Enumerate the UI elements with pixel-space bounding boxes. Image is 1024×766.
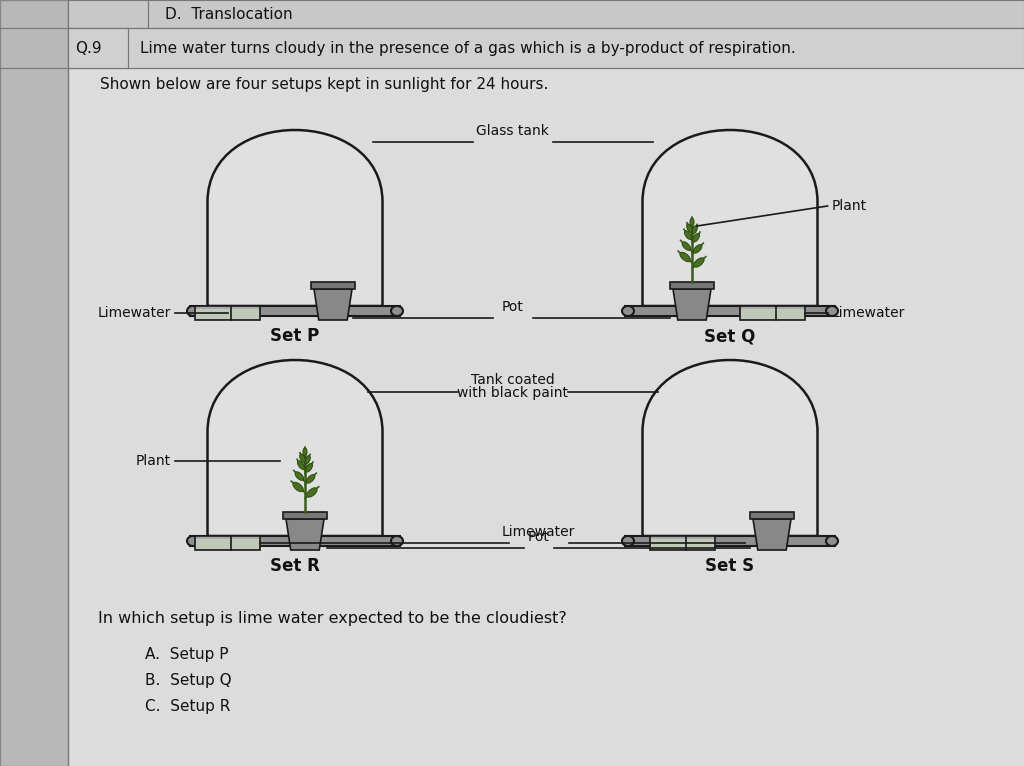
Text: Set S: Set S <box>706 557 755 575</box>
Ellipse shape <box>187 536 199 546</box>
Bar <box>0 0 68 766</box>
PathPatch shape <box>208 360 383 536</box>
Ellipse shape <box>622 536 634 546</box>
PathPatch shape <box>208 130 383 306</box>
Text: Set P: Set P <box>270 327 319 345</box>
Ellipse shape <box>295 472 303 480</box>
Bar <box>625 306 835 316</box>
Bar <box>740 306 805 320</box>
Bar <box>190 306 400 316</box>
Ellipse shape <box>682 242 690 250</box>
PathPatch shape <box>642 130 817 306</box>
Ellipse shape <box>187 306 199 316</box>
Ellipse shape <box>305 463 312 472</box>
PathPatch shape <box>642 360 817 536</box>
Bar <box>195 536 260 550</box>
Text: A.  Setup P: A. Setup P <box>145 647 228 662</box>
Text: Set Q: Set Q <box>705 327 756 345</box>
Ellipse shape <box>687 224 692 232</box>
Bar <box>195 306 260 320</box>
Ellipse shape <box>306 475 315 483</box>
Text: Tank coated: Tank coated <box>471 373 554 387</box>
Ellipse shape <box>306 488 317 497</box>
Bar <box>741 309 804 319</box>
Text: B.  Setup Q: B. Setup Q <box>145 673 231 688</box>
Bar <box>196 539 259 549</box>
Polygon shape <box>753 519 791 550</box>
Ellipse shape <box>826 536 838 546</box>
Ellipse shape <box>693 257 705 267</box>
Text: with black paint: with black paint <box>457 386 568 400</box>
Bar <box>650 536 715 550</box>
Text: Limewater: Limewater <box>97 306 171 320</box>
Ellipse shape <box>692 226 697 234</box>
Ellipse shape <box>391 306 403 316</box>
Bar <box>68 28 128 68</box>
Bar <box>625 536 835 546</box>
Ellipse shape <box>693 244 701 253</box>
Text: Plant: Plant <box>831 199 866 213</box>
Bar <box>196 309 259 319</box>
Ellipse shape <box>303 448 307 456</box>
Ellipse shape <box>684 231 691 239</box>
Text: Pot: Pot <box>527 530 550 544</box>
Text: C.  Setup R: C. Setup R <box>145 699 230 713</box>
Text: In which setup is lime water expected to be the cloudiest?: In which setup is lime water expected to… <box>98 611 566 626</box>
Bar <box>68 0 148 28</box>
Text: D.  Translocation: D. Translocation <box>165 6 293 21</box>
Ellipse shape <box>680 252 690 262</box>
Text: Plant: Plant <box>136 454 171 468</box>
Text: Q.9: Q.9 <box>75 41 101 55</box>
Text: Limewater: Limewater <box>831 306 905 320</box>
Polygon shape <box>286 519 324 550</box>
Ellipse shape <box>298 460 304 470</box>
Text: Lime water turns cloudy in the presence of a gas which is a by-product of respir: Lime water turns cloudy in the presence … <box>140 41 796 55</box>
Bar <box>190 536 400 546</box>
Polygon shape <box>673 289 711 320</box>
Ellipse shape <box>826 306 838 316</box>
Bar <box>68 0 1024 28</box>
Bar <box>670 282 714 289</box>
Bar <box>651 539 714 549</box>
Bar <box>283 512 327 519</box>
Ellipse shape <box>305 456 310 464</box>
Text: Limewater: Limewater <box>502 525 575 539</box>
Polygon shape <box>314 289 352 320</box>
Ellipse shape <box>293 483 303 492</box>
Text: Set R: Set R <box>270 557 319 575</box>
Ellipse shape <box>692 234 699 242</box>
Ellipse shape <box>690 218 694 226</box>
Bar <box>750 512 794 519</box>
Ellipse shape <box>391 536 403 546</box>
Bar <box>311 282 355 289</box>
Ellipse shape <box>622 306 634 316</box>
Text: Pot: Pot <box>502 300 523 314</box>
Ellipse shape <box>300 454 305 463</box>
Text: Glass tank: Glass tank <box>476 124 549 138</box>
Text: Shown below are four setups kept in sunlight for 24 hours.: Shown below are four setups kept in sunl… <box>100 77 549 91</box>
Bar <box>68 28 1024 68</box>
